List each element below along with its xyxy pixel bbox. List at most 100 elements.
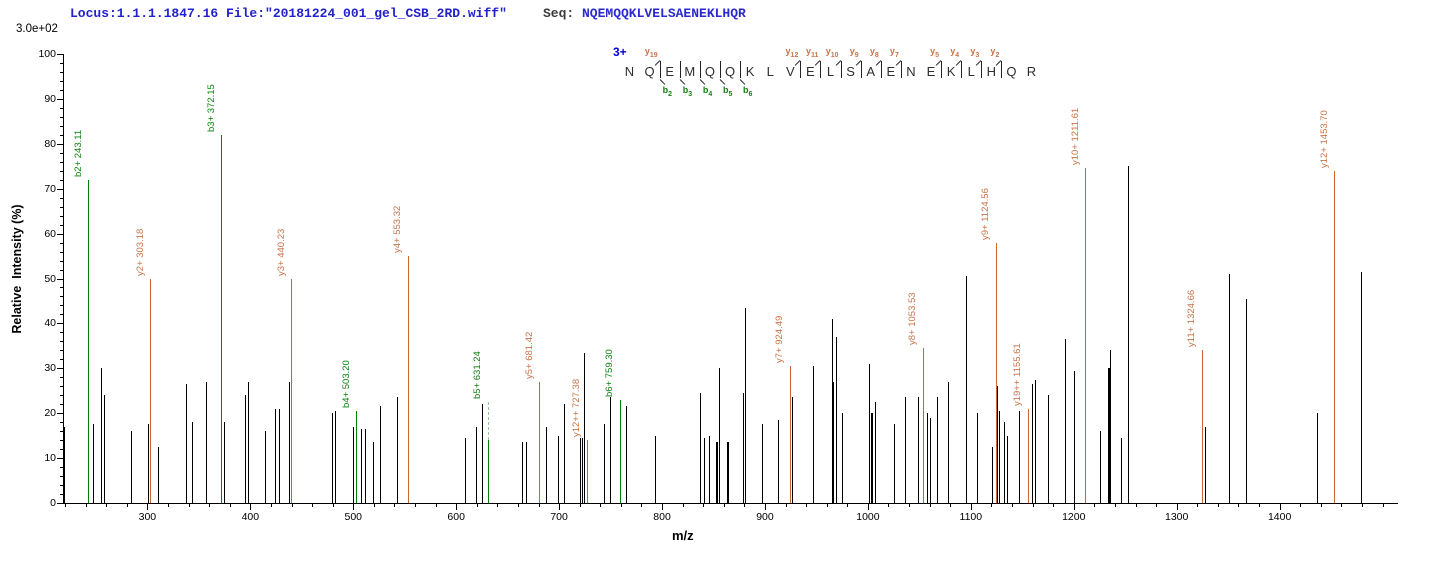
- x-tick-label: 800: [653, 511, 671, 523]
- x-tick-label: 1100: [959, 511, 983, 523]
- x-axis-line: [63, 503, 1398, 504]
- x-tick-label: 1000: [856, 511, 880, 523]
- x-tick-label: 1300: [1165, 511, 1189, 523]
- y-tick: [60, 197, 63, 199]
- y-tick: [60, 350, 63, 352]
- y-ion-peak: [586, 440, 588, 503]
- x-tick: [188, 504, 190, 507]
- y-tick: [60, 71, 63, 73]
- fragment-cleavage-mark: [961, 61, 963, 78]
- x-tick: [1279, 504, 1281, 510]
- peak: [965, 276, 967, 503]
- peak: [1018, 410, 1020, 503]
- peak: [778, 419, 780, 503]
- y-tick: [57, 368, 63, 370]
- peak: [1064, 339, 1066, 503]
- ladder-residue: L: [967, 64, 975, 79]
- peak: [841, 413, 843, 503]
- ladder-residue: N: [906, 64, 916, 79]
- peak: [244, 395, 246, 503]
- peak: [709, 435, 711, 503]
- x-tick: [641, 504, 643, 507]
- y-tick: [57, 54, 63, 55]
- b-ion-peak: [88, 179, 90, 503]
- x-tick: [353, 504, 355, 510]
- x-tick-label: 900: [756, 511, 774, 523]
- x-tick: [476, 504, 478, 507]
- ladder-y-ion-label: y5: [930, 46, 940, 59]
- b-ion-peak: [619, 399, 621, 503]
- y-tick-label: 40: [44, 317, 56, 330]
- y-tick: [60, 341, 63, 343]
- ladder-b-ion-label: b6: [743, 85, 753, 98]
- y-tick: [60, 494, 63, 496]
- fragment-cleavage-mark: [880, 61, 882, 78]
- peak-label-y3+: y3+ 440.23: [275, 228, 287, 276]
- peak: [999, 410, 1001, 503]
- y-tick: [60, 314, 63, 316]
- fragment-cleavage-mark: [900, 61, 902, 78]
- y-tick: [60, 332, 63, 334]
- peak: [158, 446, 160, 503]
- peak: [610, 397, 612, 503]
- fragment-cleavage-mark: [840, 61, 842, 78]
- peak: [761, 424, 763, 503]
- ladder-residue: Q: [1006, 64, 1017, 79]
- x-tick-label: 300: [138, 511, 157, 523]
- y-tick: [60, 359, 63, 361]
- peak-label-y8+: y8+ 1053.53: [907, 292, 918, 346]
- peak: [836, 336, 838, 503]
- peak: [1120, 437, 1122, 503]
- peak: [927, 413, 929, 503]
- ladder-y-ion-label: y10: [825, 46, 839, 59]
- peak: [833, 381, 835, 503]
- x-tick: [950, 504, 952, 507]
- x-tick: [1012, 504, 1013, 507]
- ladder-residue: A: [866, 64, 876, 79]
- b-ion-peak: [221, 134, 223, 503]
- y-tick: [60, 440, 63, 442]
- y-tick-label: 70: [44, 182, 56, 195]
- peak: [704, 437, 706, 503]
- peak: [870, 413, 873, 503]
- peak: [360, 428, 362, 503]
- peak: [100, 368, 102, 503]
- y-tick: [60, 179, 63, 181]
- peak-label-y4+: y4+ 553.32: [392, 205, 404, 254]
- x-tick: [682, 504, 684, 507]
- peak: [397, 397, 399, 503]
- x-tick: [1094, 504, 1096, 507]
- y-axis-line: [63, 54, 64, 503]
- y-tick-label: 90: [44, 92, 56, 105]
- x-tick: [1114, 504, 1116, 507]
- peak: [929, 417, 931, 503]
- x-tick: [373, 504, 375, 507]
- x-tick: [579, 504, 581, 507]
- y-ion-peak: [407, 256, 409, 503]
- peak-label-y19++: y19++ 1155.61: [1012, 343, 1024, 406]
- ladder-b-ion-label: b3: [682, 85, 693, 98]
- y-tick: [60, 395, 63, 397]
- y-tick: [60, 467, 63, 469]
- fragment-cleavage-mark: [699, 61, 701, 78]
- peak: [557, 435, 559, 503]
- peak: [525, 442, 527, 503]
- peak-label-b3+: b3+ 372.15: [205, 84, 217, 132]
- peak: [791, 397, 793, 503]
- peak-label-y9+: y9+ 1124.56: [980, 187, 992, 240]
- peak: [92, 424, 94, 503]
- y-ion-peak: [1201, 350, 1203, 503]
- x-tick: [1156, 504, 1158, 507]
- peak: [1246, 298, 1248, 503]
- y-tick: [57, 323, 63, 325]
- peak: [745, 307, 747, 503]
- x-tick: [167, 504, 169, 507]
- fragment-cleavage-mark: [679, 61, 681, 78]
- peak: [948, 381, 950, 503]
- peak: [1361, 271, 1363, 503]
- y-tick: [60, 89, 63, 91]
- ladder-y-ion-label: y7: [889, 46, 899, 59]
- peak: [1107, 368, 1110, 503]
- peak: [875, 401, 877, 503]
- x-tick: [1217, 504, 1219, 507]
